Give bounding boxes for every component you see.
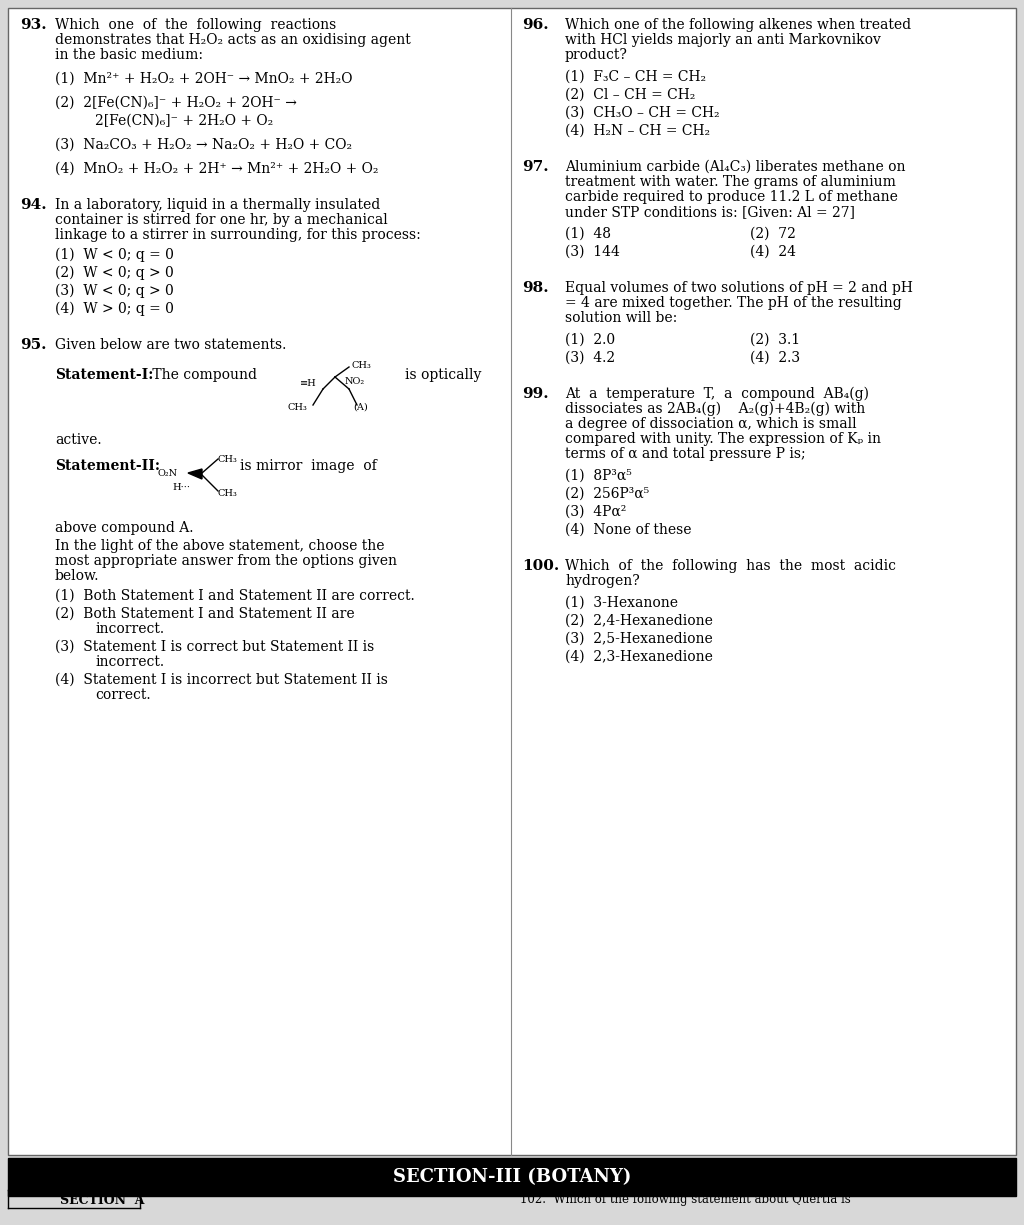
Text: In a laboratory, liquid in a thermally insulated: In a laboratory, liquid in a thermally i… (55, 198, 380, 212)
Text: Given below are two statements.: Given below are two statements. (55, 338, 287, 352)
Text: H···: H··· (172, 483, 190, 492)
Text: is optically: is optically (406, 368, 481, 382)
Text: (2)  3.1: (2) 3.1 (750, 333, 800, 347)
Text: demonstrates that H₂O₂ acts as an oxidising agent: demonstrates that H₂O₂ acts as an oxidis… (55, 33, 411, 47)
Text: CH₃: CH₃ (218, 489, 238, 499)
Text: dissociates as 2AB₄(g)    A₂(g)+4B₂(g) with: dissociates as 2AB₄(g) A₂(g)+4B₂(g) with (565, 402, 865, 416)
Text: (4)  2.3: (4) 2.3 (750, 352, 800, 365)
Text: 99.: 99. (522, 387, 549, 401)
Text: CH₃: CH₃ (287, 403, 307, 412)
Text: (4)  2,3-Hexanedione: (4) 2,3-Hexanedione (565, 650, 713, 664)
Text: (A): (A) (353, 403, 368, 412)
Text: SECTION-III (BOTANY): SECTION-III (BOTANY) (393, 1167, 631, 1186)
Text: Which  of  the  following  has  the  most  acidic: Which of the following has the most acid… (565, 559, 896, 573)
Text: (1)  W < 0; q = 0: (1) W < 0; q = 0 (55, 247, 174, 262)
Text: (4)  H₂N – CH = CH₂: (4) H₂N – CH = CH₂ (565, 124, 710, 138)
Text: (2)  2[Fe(CN)₆]⁻ + H₂O₂ + 2OH⁻ →: (2) 2[Fe(CN)₆]⁻ + H₂O₂ + 2OH⁻ → (55, 96, 297, 110)
Text: 93.: 93. (20, 18, 47, 32)
Text: solution will be:: solution will be: (565, 311, 677, 325)
Text: most appropriate answer from the options given: most appropriate answer from the options… (55, 554, 397, 568)
Text: Statement-I:: Statement-I: (55, 368, 154, 382)
Text: hydrogen?: hydrogen? (565, 575, 640, 588)
Text: above compound A.: above compound A. (55, 521, 194, 535)
Text: treatment with water. The grams of aluminium: treatment with water. The grams of alumi… (565, 175, 896, 189)
Text: SECTION  A: SECTION A (60, 1193, 144, 1207)
Text: (1)  Mn²⁺ + H₂O₂ + 2OH⁻ → MnO₂ + 2H₂O: (1) Mn²⁺ + H₂O₂ + 2OH⁻ → MnO₂ + 2H₂O (55, 72, 352, 86)
Text: 2[Fe(CN)₆]⁻ + 2H₂O + O₂: 2[Fe(CN)₆]⁻ + 2H₂O + O₂ (95, 114, 273, 127)
Text: = 4 are mixed together. The pH of the resulting: = 4 are mixed together. The pH of the re… (565, 296, 902, 310)
Text: The compound: The compound (148, 368, 257, 382)
Bar (8, 1158, 1016, 1196)
Text: Statement-II:: Statement-II: (55, 459, 160, 473)
Text: carbide required to produce 11.2 L of methane: carbide required to produce 11.2 L of me… (565, 190, 898, 205)
Text: (2)  Cl – CH = CH₂: (2) Cl – CH = CH₂ (565, 88, 695, 102)
Text: product?: product? (565, 48, 628, 62)
Text: CH₃: CH₃ (351, 361, 371, 370)
Text: (1)  48: (1) 48 (565, 227, 611, 241)
Text: (2)  256P³α⁵: (2) 256P³α⁵ (565, 488, 649, 501)
Text: CH₃: CH₃ (218, 454, 238, 464)
Text: (2)  72: (2) 72 (750, 227, 796, 241)
Text: O₂N: O₂N (158, 469, 178, 478)
Text: Equal volumes of two solutions of pH = 2 and pH: Equal volumes of two solutions of pH = 2… (565, 281, 912, 295)
Text: (1)  Both Statement I and Statement II are correct.: (1) Both Statement I and Statement II ar… (55, 589, 415, 603)
Text: (4)  None of these: (4) None of these (565, 523, 691, 537)
Text: container is stirred for one hr, by a mechanical: container is stirred for one hr, by a me… (55, 213, 388, 227)
Text: (4)  MnO₂ + H₂O₂ + 2H⁺ → Mn²⁺ + 2H₂O + O₂: (4) MnO₂ + H₂O₂ + 2H⁺ → Mn²⁺ + 2H₂O + O₂ (55, 162, 379, 176)
Text: Aluminium carbide (Al₄C₃) liberates methane on: Aluminium carbide (Al₄C₃) liberates meth… (565, 160, 905, 174)
Text: a degree of dissociation α, which is small: a degree of dissociation α, which is sma… (565, 417, 857, 431)
Text: In the light of the above statement, choose the: In the light of the above statement, cho… (55, 539, 384, 552)
Text: under STP conditions is: [Given: Al = 27]: under STP conditions is: [Given: Al = 27… (565, 205, 855, 219)
Text: (1)  8P³α⁵: (1) 8P³α⁵ (565, 469, 632, 483)
Text: compared with unity. The expression of Kₚ in: compared with unity. The expression of K… (565, 432, 881, 446)
Text: incorrect.: incorrect. (95, 655, 164, 669)
Text: 102.  Which of the following statement about Quertia is: 102. Which of the following statement ab… (520, 1193, 851, 1207)
Text: active.: active. (55, 432, 101, 447)
Text: Which one of the following alkenes when treated: Which one of the following alkenes when … (565, 18, 911, 32)
Text: in the basic medium:: in the basic medium: (55, 48, 203, 62)
Text: is mirror  image  of: is mirror image of (240, 459, 377, 473)
Text: (2)  2,4-Hexanedione: (2) 2,4-Hexanedione (565, 614, 713, 628)
Text: (1)  2.0: (1) 2.0 (565, 333, 615, 347)
Text: 96.: 96. (522, 18, 549, 32)
Text: At  a  temperature  T,  a  compound  AB₄(g): At a temperature T, a compound AB₄(g) (565, 387, 869, 402)
Text: (3)  CH₃O – CH = CH₂: (3) CH₃O – CH = CH₂ (565, 107, 720, 120)
Text: (3)  144: (3) 144 (565, 245, 620, 258)
Text: (3)  4Pα²: (3) 4Pα² (565, 505, 627, 519)
Text: (3)  W < 0; q > 0: (3) W < 0; q > 0 (55, 284, 174, 299)
Text: 95.: 95. (20, 338, 46, 352)
Text: incorrect.: incorrect. (95, 622, 164, 636)
Text: (3)  Na₂CO₃ + H₂O₂ → Na₂O₂ + H₂O + CO₂: (3) Na₂CO₃ + H₂O₂ → Na₂O₂ + H₂O + CO₂ (55, 138, 352, 152)
Text: NO₂: NO₂ (345, 377, 366, 386)
Text: (4)  24: (4) 24 (750, 245, 796, 258)
Text: (4)  W > 0; q = 0: (4) W > 0; q = 0 (55, 303, 174, 316)
Text: correct.: correct. (95, 688, 151, 702)
Text: 94.: 94. (20, 198, 47, 212)
Text: (1)  F₃C – CH = CH₂: (1) F₃C – CH = CH₂ (565, 70, 707, 85)
Text: (3)  4.2: (3) 4.2 (565, 352, 615, 365)
Text: (3)  2,5-Hexanedione: (3) 2,5-Hexanedione (565, 632, 713, 646)
Text: (3)  Statement I is correct but Statement II is: (3) Statement I is correct but Statement… (55, 639, 374, 654)
Text: linkage to a stirrer in surrounding, for this process:: linkage to a stirrer in surrounding, for… (55, 228, 421, 243)
Text: terms of α and total pressure P is;: terms of α and total pressure P is; (565, 447, 806, 461)
Text: with HCl yields majorly an anti Markovnikov: with HCl yields majorly an anti Markovni… (565, 33, 881, 47)
Text: 98.: 98. (522, 281, 549, 295)
Text: (4)  Statement I is incorrect but Statement II is: (4) Statement I is incorrect but Stateme… (55, 673, 388, 687)
Text: below.: below. (55, 568, 99, 583)
Text: 100.: 100. (522, 559, 559, 573)
Text: ≡H: ≡H (300, 379, 317, 388)
Text: (2)  Both Statement I and Statement II are: (2) Both Statement I and Statement II ar… (55, 608, 354, 621)
Polygon shape (188, 469, 202, 479)
Text: Which  one  of  the  following  reactions: Which one of the following reactions (55, 18, 336, 32)
Text: (1)  3-Hexanone: (1) 3-Hexanone (565, 597, 678, 610)
Text: 97.: 97. (522, 160, 549, 174)
Text: (2)  W < 0; q > 0: (2) W < 0; q > 0 (55, 266, 174, 281)
